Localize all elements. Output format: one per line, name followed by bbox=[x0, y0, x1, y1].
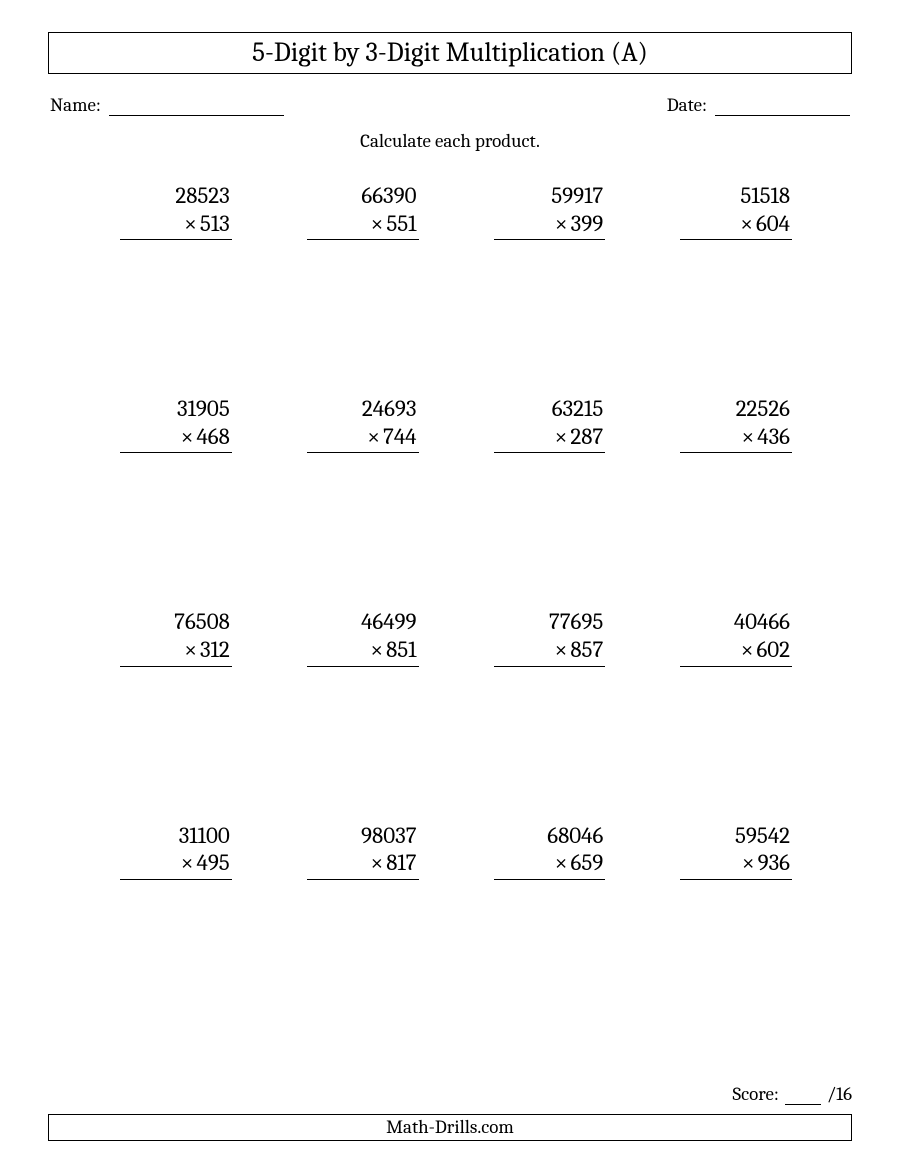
worksheet-title: 5-Digit by 3-Digit Multiplication (A) bbox=[48, 32, 852, 74]
instruction-text: Calculate each product. bbox=[48, 130, 852, 152]
problem: 59542×936 bbox=[680, 822, 792, 880]
multiplier-row: ×744 bbox=[307, 423, 419, 454]
multiply-icon: × bbox=[184, 636, 197, 663]
multiply-icon: × bbox=[741, 636, 754, 663]
problem: 46499×851 bbox=[307, 608, 419, 666]
multiplier: 436 bbox=[757, 423, 790, 450]
multiplier: 604 bbox=[756, 210, 790, 237]
multiply-icon: × bbox=[370, 636, 383, 663]
problem: 76508×312 bbox=[120, 608, 232, 666]
problem: 31905×468 bbox=[120, 395, 232, 453]
multiply-icon: × bbox=[740, 210, 753, 237]
multiplicand: 68046 bbox=[494, 822, 606, 850]
problem: 77695×857 bbox=[494, 608, 606, 666]
multiply-icon: × bbox=[367, 423, 380, 450]
multiplicand: 46499 bbox=[307, 608, 419, 636]
multiplier: 744 bbox=[383, 423, 416, 450]
multiplier: 495 bbox=[197, 849, 230, 876]
multiplicand: 40466 bbox=[680, 608, 792, 636]
multiply-icon: × bbox=[555, 210, 568, 237]
date-input-line[interactable] bbox=[715, 94, 850, 116]
multiplier-row: ×936 bbox=[680, 849, 792, 880]
date-label: Date: bbox=[667, 94, 707, 116]
multiplicand: 31100 bbox=[120, 822, 232, 850]
multiplier-row: ×287 bbox=[494, 423, 606, 454]
date-field: Date: bbox=[667, 94, 850, 116]
multiplier: 312 bbox=[200, 636, 230, 663]
name-label: Name: bbox=[50, 94, 101, 116]
multiplier: 936 bbox=[758, 849, 790, 876]
multiplier: 399 bbox=[571, 210, 604, 237]
problems-grid: 28523×51366390×55159917×39951518×6043190… bbox=[48, 182, 852, 880]
multiply-icon: × bbox=[555, 423, 568, 450]
multiplicand: 28523 bbox=[120, 182, 232, 210]
multiplier-row: ×399 bbox=[494, 210, 606, 241]
footer: Math-Drills.com bbox=[48, 1114, 852, 1141]
multiplier-row: ×436 bbox=[680, 423, 792, 454]
multiplicand: 51518 bbox=[680, 182, 792, 210]
multiplier-row: ×312 bbox=[120, 636, 232, 667]
multiplier-row: ×468 bbox=[120, 423, 232, 454]
name-input-line[interactable] bbox=[109, 94, 284, 116]
multiplicand: 77695 bbox=[494, 608, 606, 636]
problem: 22526×436 bbox=[680, 395, 792, 453]
multiply-icon: × bbox=[181, 423, 194, 450]
multiplier-row: ×659 bbox=[494, 849, 606, 880]
score-field: Score: /16 bbox=[733, 1083, 853, 1105]
multiplier: 551 bbox=[386, 210, 416, 237]
multiply-icon: × bbox=[555, 636, 568, 663]
problem: 28523×513 bbox=[120, 182, 232, 240]
multiplier-row: ×604 bbox=[680, 210, 792, 241]
problem: 31100×495 bbox=[120, 822, 232, 880]
name-field: Name: bbox=[50, 94, 284, 116]
multiply-icon: × bbox=[184, 210, 197, 237]
multiplier-row: ×602 bbox=[680, 636, 792, 667]
problem: 40466×602 bbox=[680, 608, 792, 666]
multiply-icon: × bbox=[370, 849, 383, 876]
multiplicand: 59917 bbox=[494, 182, 606, 210]
score-total: /16 bbox=[827, 1083, 852, 1105]
multiplicand: 31905 bbox=[120, 395, 232, 423]
multiplier: 468 bbox=[196, 423, 229, 450]
multiplier: 602 bbox=[756, 636, 790, 663]
multiplicand: 98037 bbox=[307, 822, 419, 850]
problem: 66390×551 bbox=[307, 182, 419, 240]
multiplicand: 59542 bbox=[680, 822, 792, 850]
multiplier: 851 bbox=[386, 636, 416, 663]
multiplier-row: ×851 bbox=[307, 636, 419, 667]
multiply-icon: × bbox=[742, 423, 755, 450]
problem: 68046×659 bbox=[494, 822, 606, 880]
multiplier: 659 bbox=[571, 849, 604, 876]
multiplier: 817 bbox=[386, 849, 416, 876]
problem: 51518×604 bbox=[680, 182, 792, 240]
multiplier-row: ×551 bbox=[307, 210, 419, 241]
header-row: Name: Date: bbox=[48, 94, 852, 116]
multiplicand: 24693 bbox=[307, 395, 419, 423]
multiplier: 857 bbox=[570, 636, 603, 663]
problem: 24693×744 bbox=[307, 395, 419, 453]
multiplier-row: ×857 bbox=[494, 636, 606, 667]
score-input-line[interactable] bbox=[785, 1083, 821, 1105]
problem: 63215×287 bbox=[494, 395, 606, 453]
problem: 59917×399 bbox=[494, 182, 606, 240]
multiplicand: 76508 bbox=[120, 608, 232, 636]
multiplier-row: ×495 bbox=[120, 849, 232, 880]
multiply-icon: × bbox=[742, 849, 755, 876]
multiplier-row: ×513 bbox=[120, 210, 232, 241]
multiplicand: 63215 bbox=[494, 395, 606, 423]
multiplier: 287 bbox=[570, 423, 603, 450]
multiplier: 513 bbox=[200, 210, 230, 237]
multiply-icon: × bbox=[371, 210, 384, 237]
score-label: Score: bbox=[733, 1083, 779, 1105]
multiplicand: 66390 bbox=[307, 182, 419, 210]
problem: 98037×817 bbox=[307, 822, 419, 880]
multiplicand: 22526 bbox=[680, 395, 792, 423]
multiply-icon: × bbox=[555, 849, 568, 876]
multiply-icon: × bbox=[181, 849, 194, 876]
multiplier-row: ×817 bbox=[307, 849, 419, 880]
